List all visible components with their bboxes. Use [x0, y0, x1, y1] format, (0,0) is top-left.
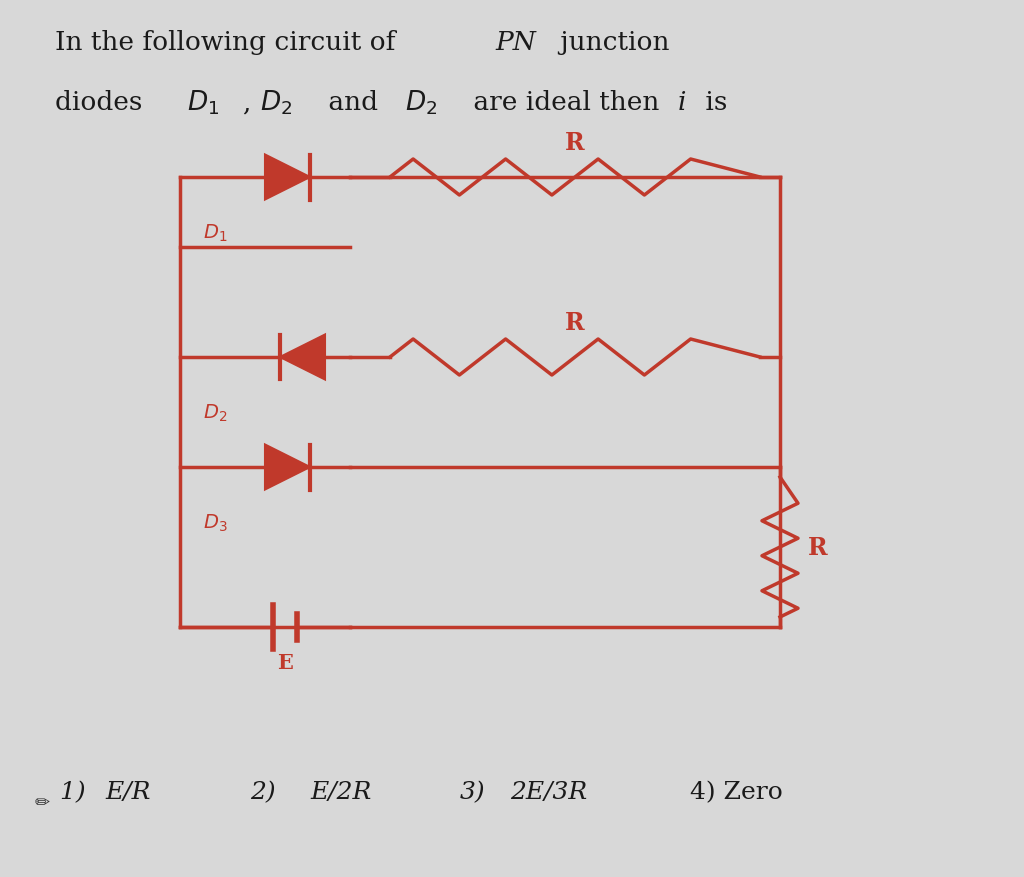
Text: PN: PN [495, 31, 536, 55]
Text: are ideal then: are ideal then [465, 90, 668, 116]
Text: is: is [697, 90, 727, 116]
Text: diodes: diodes [55, 90, 151, 116]
Text: 1): 1) [60, 781, 101, 803]
Text: $D_2$: $D_2$ [260, 89, 292, 118]
Polygon shape [265, 155, 310, 200]
Text: $D_3$: $D_3$ [203, 512, 227, 533]
Text: E/2R: E/2R [310, 781, 372, 803]
Text: $D_2$: $D_2$ [203, 402, 227, 424]
Text: 3): 3) [460, 781, 485, 803]
Text: ✏: ✏ [35, 793, 49, 811]
Text: E/R: E/R [105, 781, 151, 803]
Text: $D_2$: $D_2$ [406, 89, 437, 118]
Text: E: E [278, 652, 293, 673]
Text: $D_1$: $D_1$ [203, 222, 227, 244]
Text: In the following circuit of: In the following circuit of [55, 31, 403, 55]
Text: 2): 2) [250, 781, 284, 803]
Text: 2E/3R: 2E/3R [510, 781, 587, 803]
Text: and: and [319, 90, 386, 116]
Text: R: R [808, 535, 827, 560]
Text: $D_1$: $D_1$ [187, 89, 219, 118]
Text: ,: , [242, 90, 251, 116]
Text: R: R [565, 131, 585, 155]
Text: i: i [678, 90, 686, 116]
Text: junction: junction [552, 31, 670, 55]
Polygon shape [265, 445, 310, 490]
Text: 4) Zero: 4) Zero [690, 781, 782, 803]
Polygon shape [280, 335, 325, 380]
Text: R: R [565, 310, 585, 335]
